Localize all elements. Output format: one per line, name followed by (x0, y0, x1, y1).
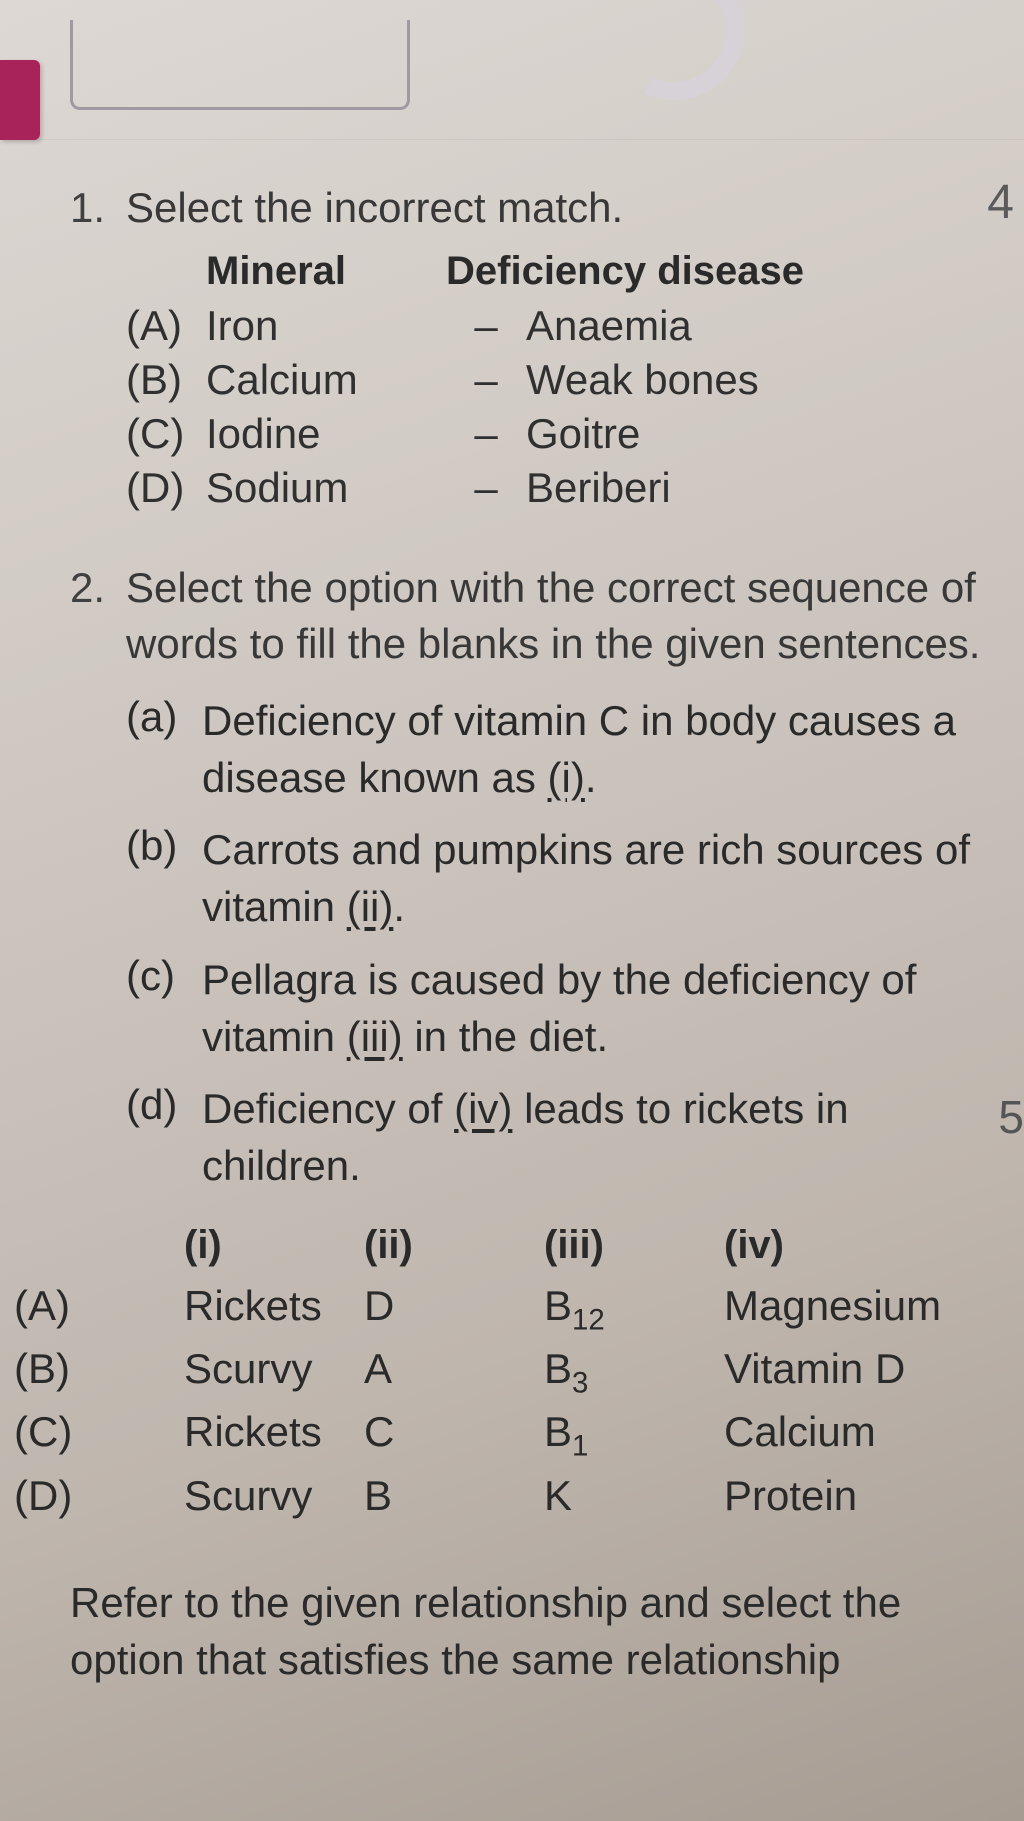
opt-header-ii: (ii) (364, 1223, 544, 1268)
opt-header-iii: (iii) (544, 1223, 724, 1268)
q1-row-mineral: Iron (206, 302, 446, 350)
q2-sub-a: (a) Deficiency of vitamin C in body caus… (126, 693, 984, 806)
opt-iii: B12 (544, 1282, 724, 1337)
opt-iv: Protein (724, 1472, 964, 1520)
q1-row-c: (C) Iodine – Goitre (126, 410, 984, 458)
opt-iii: B1 (544, 1408, 724, 1463)
q1-row-label: (A) (126, 302, 206, 350)
opt-iii: B3 (544, 1345, 724, 1400)
dash: – (446, 302, 526, 350)
sub-post: . (393, 883, 405, 930)
header-box-frame (70, 20, 410, 110)
sub-post: . (585, 754, 597, 801)
header-decoration (0, 0, 1024, 140)
opt-iv: Magnesium (724, 1282, 964, 1330)
q1-row-b: (B) Calcium – Weak bones (126, 356, 984, 404)
q1-row-label: (C) (126, 410, 206, 458)
opt-i: Rickets (144, 1408, 364, 1456)
q1-row-mineral: Calcium (206, 356, 446, 404)
next-question-fragment: Refer to the given relationship and sele… (70, 1575, 984, 1688)
q2-option-a: (A) Rickets D B12 Magnesium (14, 1282, 984, 1337)
opt-label: (C) (14, 1408, 144, 1456)
opt-i: Rickets (144, 1282, 364, 1330)
opt-header-blank (14, 1223, 144, 1268)
q2-option-b: (B) Scurvy A B3 Vitamin D (14, 1345, 984, 1400)
q1-row-disease: Weak bones (526, 356, 759, 404)
sub-pre: Deficiency of (202, 1085, 454, 1132)
q1-table: Mineral Deficiency disease (A) Iron – An… (126, 249, 984, 512)
q2-option-d: (D) Scurvy B K Protein (14, 1472, 984, 1527)
content-area: 1. Select the incorrect match. Mineral D… (0, 140, 1024, 1689)
q1-row-disease: Goitre (526, 410, 640, 458)
sub-text: Deficiency of vitamin C in body causes a… (202, 693, 984, 806)
opt-iv: Vitamin D (724, 1345, 964, 1393)
opt-i: Scurvy (144, 1472, 364, 1520)
sub-text: Carrots and pumpkins are rich sources of… (202, 822, 984, 935)
opt-i: Scurvy (144, 1345, 364, 1393)
q2-option-c: (C) Rickets C B1 Calcium (14, 1408, 984, 1463)
sub-pre: Carrots and pumpkins are rich sources of… (202, 826, 970, 930)
q1-row-label: (B) (126, 356, 206, 404)
dash: – (446, 356, 526, 404)
opt-ii: C (364, 1408, 544, 1456)
sub-label: (d) (126, 1081, 202, 1194)
q1-number: 1. (70, 184, 126, 232)
dash: – (446, 410, 526, 458)
opt-header-i: (i) (144, 1223, 364, 1268)
opt-ii: D (364, 1282, 544, 1330)
q1-prompt: Select the incorrect match. (126, 180, 623, 237)
sub-label: (a) (126, 693, 202, 806)
q2-options-table: (i) (ii) (iii) (iv) (A) Rickets D B12 Ma… (14, 1223, 984, 1528)
margin-number: 4 (987, 175, 1014, 230)
opt-label: (A) (14, 1282, 144, 1330)
sub-label: (c) (126, 952, 202, 1065)
sub-text: Deficiency of (iv) leads to rickets in c… (202, 1081, 984, 1194)
question-2: 2. Select the option with the correct se… (70, 560, 984, 1527)
q1-row-label: (D) (126, 464, 206, 512)
opt-iii: K (544, 1472, 724, 1527)
q2-sub-c: (c) Pellagra is caused by the deficiency… (126, 952, 984, 1065)
dash: – (446, 464, 526, 512)
opt-ii: A (364, 1345, 544, 1393)
question-1: 1. Select the incorrect match. Mineral D… (70, 180, 984, 512)
q2-prompt: Select the option with the correct seque… (126, 560, 984, 673)
q2-sublist: (a) Deficiency of vitamin C in body caus… (126, 693, 984, 1195)
blank-iv: (iv) (454, 1085, 512, 1132)
opt-label: (B) (14, 1345, 144, 1393)
q1-header-mineral: Mineral (126, 249, 446, 294)
opt-iv: Calcium (724, 1408, 964, 1456)
q1-row-a: (A) Iron – Anaemia (126, 302, 984, 350)
sub-text: Pellagra is caused by the deficiency of … (202, 952, 984, 1065)
q1-row-d: (D) Sodium – Beriberi (126, 464, 984, 512)
q2-sub-d: (d) Deficiency of (iv) leads to rickets … (126, 1081, 984, 1194)
blank-iii: (iii) (347, 1013, 403, 1060)
opt-label: (D) (14, 1472, 144, 1520)
q1-row-mineral: Sodium (206, 464, 446, 512)
ring-decoration (584, 0, 763, 120)
margin-mark: 5 (998, 1090, 1024, 1144)
magenta-tab (0, 60, 40, 140)
q1-header-disease: Deficiency disease (446, 249, 804, 294)
opt-ii: B (364, 1472, 544, 1520)
sub-post: in the diet. (403, 1013, 608, 1060)
q2-sub-b: (b) Carrots and pumpkins are rich source… (126, 822, 984, 935)
opt-header-iv: (iv) (724, 1223, 964, 1268)
blank-ii: (ii) (347, 883, 394, 930)
q1-row-mineral: Iodine (206, 410, 446, 458)
q2-number: 2. (70, 564, 126, 612)
blank-i: (i) (548, 754, 585, 801)
q1-row-disease: Beriberi (526, 464, 671, 512)
sub-label: (b) (126, 822, 202, 935)
q1-row-disease: Anaemia (526, 302, 692, 350)
page: 4 5 1. Select the incorrect match. Miner… (0, 0, 1024, 1821)
